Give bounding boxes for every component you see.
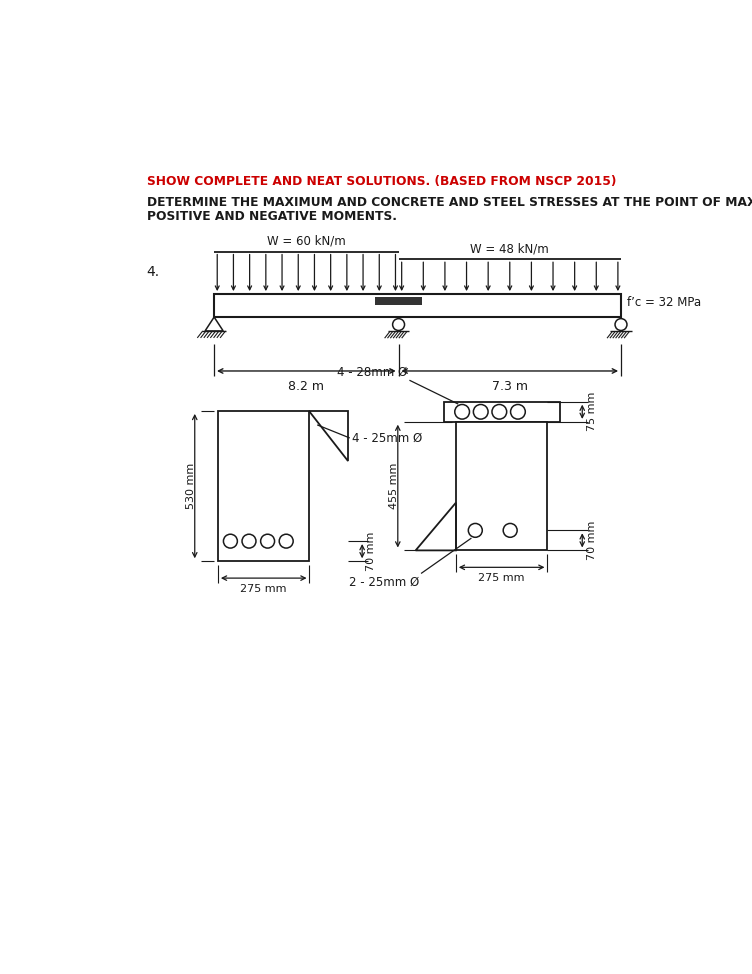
- Text: W = 48 kN/m: W = 48 kN/m: [471, 243, 549, 255]
- Text: SHOW COMPLETE AND NEAT SOLUTIONS. (BASED FROM NSCP 2015): SHOW COMPLETE AND NEAT SOLUTIONS. (BASED…: [147, 174, 616, 188]
- Circle shape: [242, 534, 256, 548]
- Text: 530 mm: 530 mm: [186, 463, 196, 509]
- Bar: [444, 402, 559, 422]
- Text: 75 mm: 75 mm: [587, 393, 597, 431]
- Bar: [218, 411, 310, 561]
- Bar: [375, 297, 422, 305]
- Circle shape: [503, 523, 517, 538]
- Polygon shape: [310, 411, 348, 461]
- Text: f’c = 32 MPa: f’c = 32 MPa: [627, 296, 702, 309]
- Text: 8.2 m: 8.2 m: [288, 380, 324, 393]
- Polygon shape: [205, 318, 223, 331]
- Text: 4.: 4.: [147, 265, 160, 279]
- Text: 275 mm: 275 mm: [478, 574, 525, 583]
- Text: 70 mm: 70 mm: [366, 532, 376, 571]
- Text: 7.3 m: 7.3 m: [492, 380, 528, 393]
- Text: 70 mm: 70 mm: [587, 521, 597, 560]
- Text: 2 - 25mm Ø: 2 - 25mm Ø: [349, 576, 420, 589]
- Polygon shape: [416, 503, 456, 550]
- Circle shape: [511, 404, 526, 419]
- Text: POSITIVE AND NEGATIVE MOMENTS.: POSITIVE AND NEGATIVE MOMENTS.: [147, 210, 397, 223]
- Bar: [456, 422, 547, 550]
- Text: 4 - 28mm Ø: 4 - 28mm Ø: [337, 365, 407, 379]
- Circle shape: [261, 534, 274, 548]
- Circle shape: [473, 404, 488, 419]
- Circle shape: [455, 404, 469, 419]
- Circle shape: [468, 523, 482, 538]
- Text: 4 - 25mm Ø: 4 - 25mm Ø: [352, 431, 423, 444]
- Text: 455 mm: 455 mm: [389, 463, 399, 509]
- Text: W = 60 kN/m: W = 60 kN/m: [267, 235, 346, 247]
- Text: 275 mm: 275 mm: [241, 584, 287, 594]
- Bar: [214, 294, 621, 318]
- Circle shape: [279, 534, 293, 548]
- Circle shape: [615, 318, 627, 330]
- Circle shape: [393, 318, 405, 330]
- Circle shape: [223, 534, 238, 548]
- Text: DETERMINE THE MAXIMUM AND CONCRETE AND STEEL STRESSES AT THE POINT OF MAXIMUM: DETERMINE THE MAXIMUM AND CONCRETE AND S…: [147, 196, 752, 209]
- Circle shape: [492, 404, 507, 419]
